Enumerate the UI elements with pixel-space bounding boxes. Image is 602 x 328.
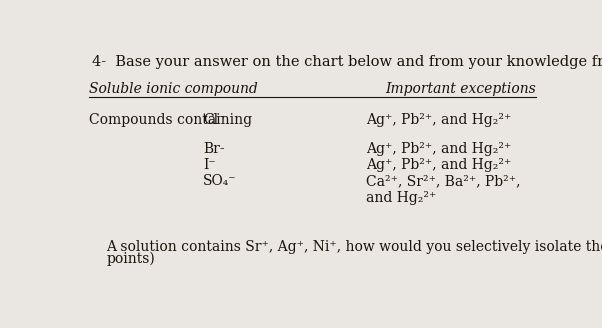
Text: points): points) — [106, 252, 155, 266]
Text: A solution contains Sr⁺, Ag⁺, Ni⁺, how would you selectively isolate these catio: A solution contains Sr⁺, Ag⁺, Ni⁺, how w… — [106, 239, 602, 254]
Text: Br-: Br- — [203, 142, 225, 156]
Text: Compounds containing: Compounds containing — [89, 113, 252, 127]
Text: Ca²⁺, Sr²⁺, Ba²⁺, Pb²⁺,
and Hg₂²⁺: Ca²⁺, Sr²⁺, Ba²⁺, Pb²⁺, and Hg₂²⁺ — [366, 174, 520, 205]
Text: Ag⁺, Pb²⁺, and Hg₂²⁺: Ag⁺, Pb²⁺, and Hg₂²⁺ — [366, 113, 511, 127]
Text: Soluble ionic compound: Soluble ionic compound — [89, 82, 258, 95]
Text: 4-  Base your answer on the chart below and from your knowledge from the lab: 4- Base your answer on the chart below a… — [92, 55, 602, 69]
Text: Ag⁺, Pb²⁺, and Hg₂²⁺: Ag⁺, Pb²⁺, and Hg₂²⁺ — [366, 142, 511, 156]
Text: I⁻: I⁻ — [203, 158, 216, 172]
Text: SO₄⁻: SO₄⁻ — [203, 174, 237, 188]
Text: Ag⁺, Pb²⁺, and Hg₂²⁺: Ag⁺, Pb²⁺, and Hg₂²⁺ — [366, 158, 511, 172]
Text: Important exceptions: Important exceptions — [386, 82, 536, 95]
Text: Cl⁻: Cl⁻ — [203, 113, 226, 127]
